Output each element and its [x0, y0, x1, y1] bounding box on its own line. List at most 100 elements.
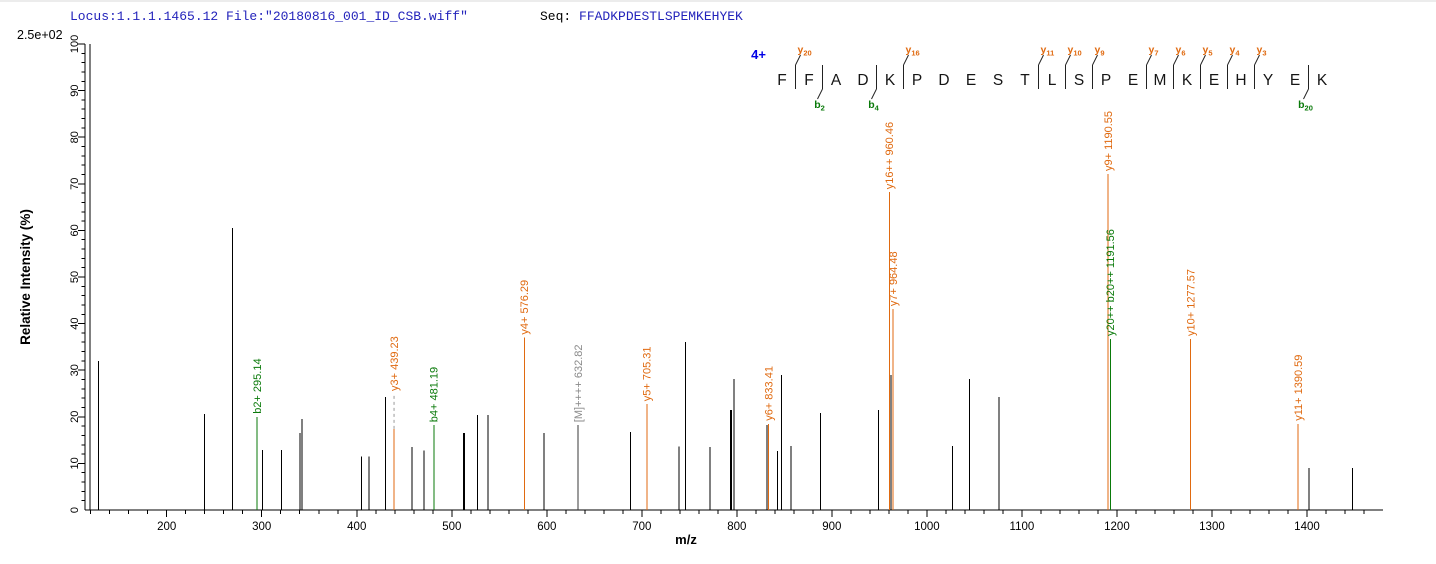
ion-label: b2+ 295.14	[252, 358, 264, 413]
x-tick-label: 500	[442, 521, 461, 533]
ion-y11: y11+ 1390.59	[1293, 355, 1305, 510]
y-ion-marker	[1146, 54, 1152, 89]
fragment-flick	[871, 88, 877, 100]
fragment-flick	[1200, 54, 1206, 66]
ion-y4: y4+ 576.29	[519, 280, 531, 510]
y-ion-label: y4	[1230, 44, 1241, 58]
residue: F	[804, 72, 813, 89]
residue: E	[1290, 72, 1300, 89]
y-tick-label: 60	[69, 224, 81, 236]
fragment-flick	[1173, 54, 1179, 66]
peptide-sequence-panel: 4+F F A D K P D E S T L S P E M K E H Y E K y20 y16 y11 y10 …	[751, 44, 1328, 113]
y-ion-marker	[1200, 54, 1206, 89]
ion-label: y10+ 1277.57	[1185, 269, 1197, 336]
max-intensity-label: 2.5e+02	[17, 28, 63, 42]
y-ion-label: y7	[1149, 44, 1159, 58]
residue: E	[1128, 72, 1138, 89]
b-ion-label: b2	[814, 99, 825, 113]
ion-y5: y5+ 705.31	[642, 346, 654, 510]
y-ion-marker	[1065, 54, 1071, 89]
ion-label: y3+ 439.23	[389, 336, 401, 391]
fragment-flick	[1254, 54, 1260, 66]
peaks	[89, 44, 1354, 510]
ion-y16: y16++ 960.46	[884, 122, 896, 510]
ion-y10: y10+ 1277.57	[1185, 269, 1197, 510]
axes	[78, 43, 1383, 517]
b-ion-marker	[817, 65, 823, 100]
ion-label: y20++ b20++ 1191.56	[1105, 229, 1117, 336]
residue: D	[938, 72, 949, 89]
ion-b4: b4+ 481.19	[429, 367, 441, 510]
residue: E	[1209, 72, 1219, 89]
y-ion-marker	[1254, 54, 1260, 89]
fragment-flick	[1146, 54, 1152, 66]
y-tick-label: 80	[69, 131, 81, 143]
ion-label: y9+ 1190.55	[1103, 111, 1115, 171]
y-ion-marker	[1092, 54, 1098, 89]
x-tick-label: 200	[157, 521, 176, 533]
residue: P	[1101, 72, 1111, 89]
y-tick-label: 70	[69, 178, 81, 190]
residue: K	[885, 72, 896, 89]
ion-y9: y9+ 1190.55	[1103, 111, 1115, 510]
residue: K	[1182, 72, 1193, 89]
y-tick-label: 40	[69, 317, 81, 329]
ion-y20-b20: y20++ b20++ 1191.56	[1105, 229, 1117, 510]
y-ion-marker	[1173, 54, 1179, 89]
y-ion-label: y11	[1041, 44, 1055, 58]
residue: D	[857, 72, 868, 89]
ion-y6: y6+ 833.41	[763, 366, 775, 510]
residue: S	[1074, 72, 1084, 89]
fragment-flick	[817, 88, 823, 100]
axis-labels: 0 10 20 30 40 50 60 70 80 90 100 200 300 400 500 600 700…	[17, 28, 1320, 547]
y-ion-label: y5	[1203, 44, 1213, 58]
y-tick-label: 10	[69, 457, 81, 469]
x-tick-label: 300	[252, 521, 271, 533]
ion-label: [M]++++ 632.82	[573, 345, 585, 423]
fragment-flick	[1065, 54, 1071, 66]
y-axis-title: Relative Intensity (%)	[18, 209, 33, 345]
y-ion-label: y20	[798, 44, 812, 58]
fragment-flick	[1038, 54, 1044, 66]
x-tick-label: 1000	[914, 521, 940, 533]
y-tick-label: 50	[69, 271, 81, 283]
y-tick-label: 100	[69, 35, 81, 53]
y-ion-marker	[903, 54, 909, 89]
precursor-charge: 4+	[751, 47, 766, 62]
y-ion-marker	[795, 54, 801, 89]
seq-label: Seq:	[540, 9, 572, 24]
residue: F	[777, 72, 786, 89]
ion-label: y7+ 964.48	[888, 251, 900, 306]
b-ion-label: b20	[1298, 99, 1313, 113]
ion-M4plus: [M]++++ 632.82	[573, 345, 585, 510]
fragment-flick	[1303, 88, 1309, 100]
fragment-flick	[1092, 54, 1098, 66]
x-tick-label: 1100	[1010, 521, 1035, 533]
fragment-flick	[795, 54, 801, 66]
residue: K	[1317, 72, 1328, 89]
residue: T	[1020, 72, 1030, 89]
y-tick-label: 0	[69, 507, 81, 513]
residue: H	[1235, 72, 1246, 89]
x-tick-label: 600	[537, 521, 556, 533]
residue: E	[966, 72, 976, 89]
ion-label: y6+ 833.41	[763, 366, 775, 421]
b-ion-marker	[1303, 65, 1309, 100]
x-tick-label: 1400	[1294, 521, 1320, 533]
ion-label: b4+ 481.19	[429, 367, 441, 422]
x-tick-label: 1200	[1104, 521, 1130, 533]
residue: S	[993, 72, 1003, 89]
ion-label: y4+ 576.29	[519, 280, 531, 335]
y-ion-label: y6	[1176, 44, 1186, 58]
locus-file-header: Locus:1.1.1.1465.12 File:"20180816_001_I…	[70, 9, 468, 24]
y-ion-marker	[1038, 54, 1044, 89]
y-tick-label: 30	[69, 364, 81, 376]
y-ion-label: y9	[1095, 44, 1105, 58]
fragment-flick	[1227, 54, 1233, 66]
y-ion-marker	[1227, 54, 1233, 89]
ion-label: y16++ 960.46	[884, 122, 896, 189]
b-ion-marker	[871, 65, 877, 100]
residue: P	[912, 72, 922, 89]
sequence-header: Seq: FFADKPDESTLSPEMKEHYEK	[540, 9, 743, 24]
